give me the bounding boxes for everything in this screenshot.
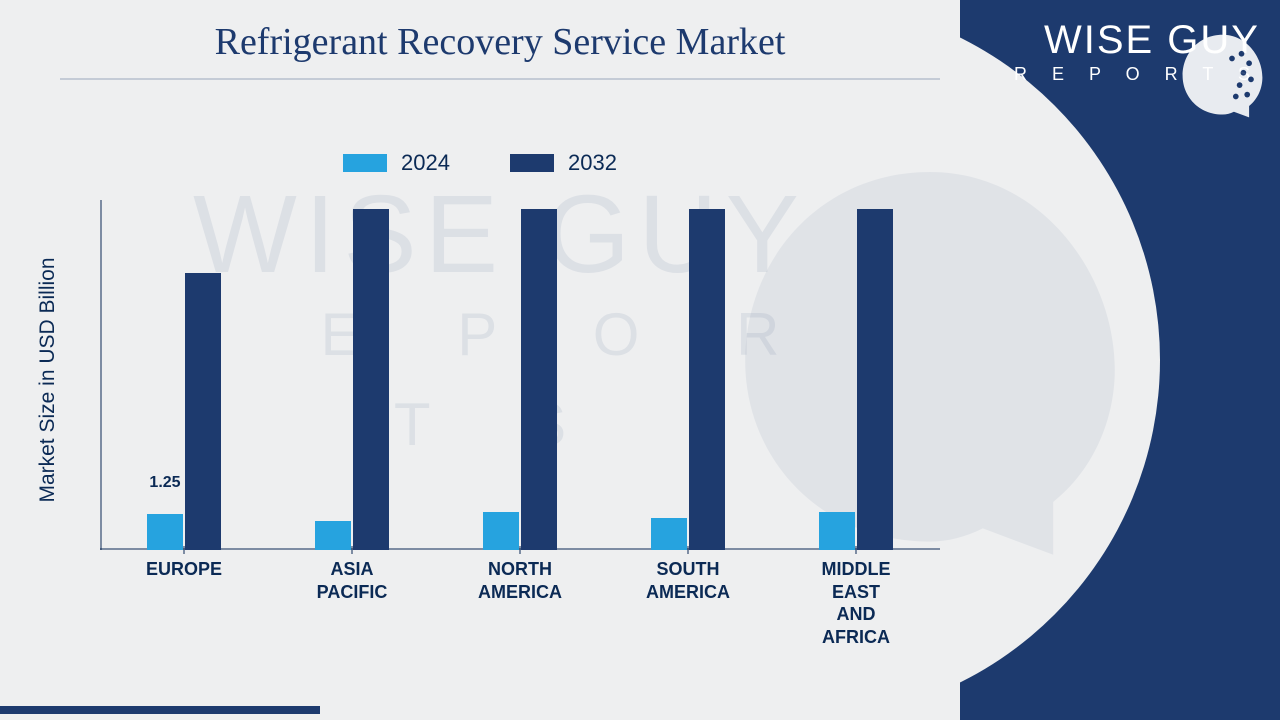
bar-value-label: 1.25 bbox=[149, 474, 180, 492]
legend-label-2024: 2024 bbox=[401, 150, 450, 176]
bar-2024 bbox=[819, 512, 855, 550]
bar-2032 bbox=[185, 273, 221, 550]
bar-2032 bbox=[689, 209, 725, 550]
legend-label-2032: 2032 bbox=[568, 150, 617, 176]
y-axis-line bbox=[100, 200, 102, 550]
bar-2032 bbox=[857, 209, 893, 550]
chart-canvas: WISE GUY R E P O R T S WISE GUY R E P O … bbox=[0, 0, 1280, 720]
footer-accent-line bbox=[0, 706, 320, 714]
category-label: MIDDLEEASTANDAFRICA bbox=[772, 558, 940, 648]
legend-swatch-2032 bbox=[510, 154, 554, 172]
y-axis-label: Market Size in USD Billion bbox=[36, 257, 60, 502]
legend-item-2024: 2024 bbox=[343, 150, 450, 176]
bar-2024 bbox=[147, 514, 183, 550]
bar-2032 bbox=[521, 209, 557, 550]
bar-2024 bbox=[483, 512, 519, 550]
title-underline bbox=[60, 78, 940, 80]
legend-item-2032: 2032 bbox=[510, 150, 617, 176]
category-label: SOUTHAMERICA bbox=[604, 558, 772, 603]
bar-2024 bbox=[651, 518, 687, 550]
legend: 2024 2032 bbox=[0, 150, 960, 176]
bar-2024 bbox=[315, 521, 351, 550]
brand-head-icon bbox=[1175, 30, 1270, 125]
category-label: NORTHAMERICA bbox=[436, 558, 604, 603]
chart-title: Refrigerant Recovery Service Market bbox=[60, 20, 940, 64]
plot-area: 1.25 bbox=[100, 200, 940, 550]
category-label: EUROPE bbox=[100, 558, 268, 581]
bar-2032 bbox=[353, 209, 389, 550]
legend-swatch-2024 bbox=[343, 154, 387, 172]
brand-block: WISE GUY R E P O R T S bbox=[980, 20, 1260, 87]
category-label: ASIAPACIFIC bbox=[268, 558, 436, 603]
